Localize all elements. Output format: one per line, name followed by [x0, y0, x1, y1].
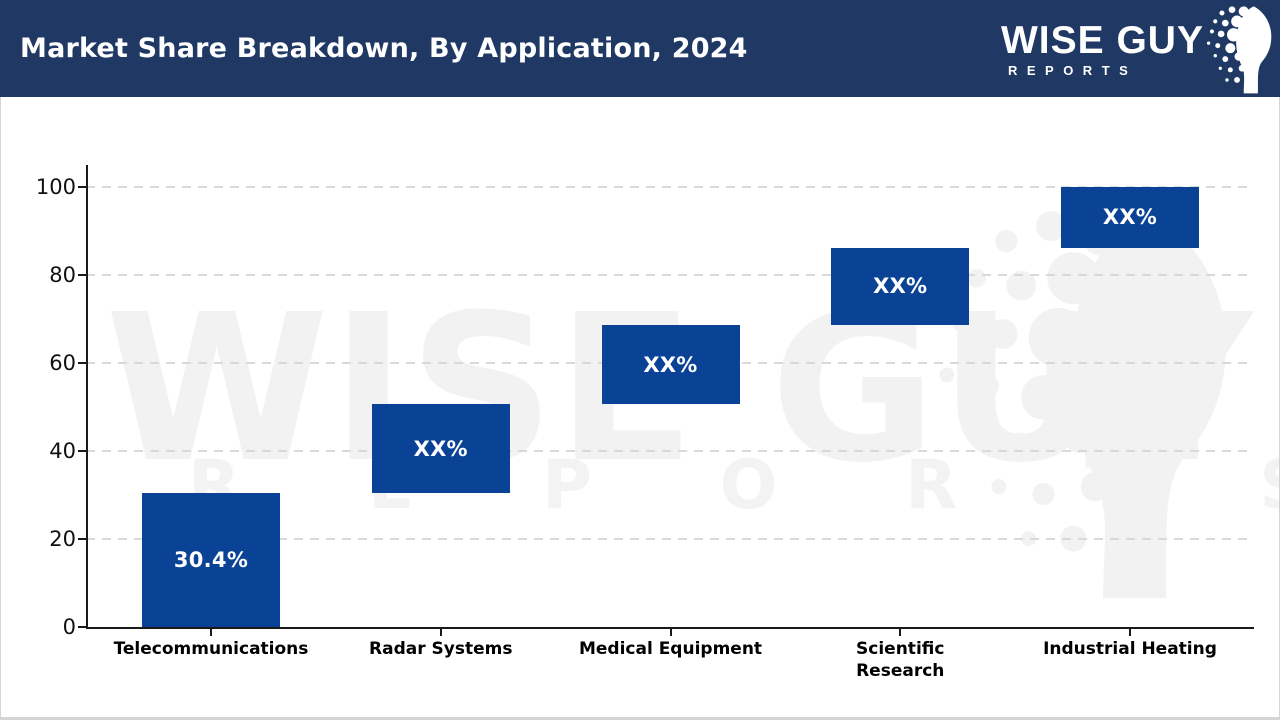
- y-tick-40: [78, 450, 86, 452]
- x-tick-2: [439, 629, 442, 636]
- x-category-label-1: Telecommunications: [113, 639, 309, 659]
- logo-text: WISE GUY REPORTS: [1001, 21, 1204, 77]
- watermark-head-icon: [865, 185, 1237, 617]
- page-title: Market Share Breakdown, By Application, …: [20, 33, 748, 64]
- gridline-80: [86, 274, 1254, 276]
- logo-wordmark: WISE GUY: [1000, 18, 1204, 62]
- bar-value-label-5: XX%: [1102, 205, 1158, 230]
- y-tick-label-80: 80: [49, 263, 76, 287]
- y-tick-label-0: 0: [62, 615, 76, 639]
- y-tick-label-40: 40: [49, 439, 76, 463]
- bar-value-label-2: XX%: [413, 436, 468, 461]
- y-tick-label-60: 60: [49, 351, 76, 375]
- x-axis-line: [86, 627, 1254, 629]
- gridline-40: [86, 450, 1254, 452]
- x-tick-4: [899, 629, 902, 636]
- gridline-20: [86, 538, 1254, 540]
- y-tick-0: [78, 626, 86, 628]
- wiseguy-logo: WISE GUY REPORTS: [1001, 0, 1274, 97]
- bar-value-label-3: XX%: [643, 352, 698, 377]
- x-category-label-4: Scientific Research: [856, 639, 945, 682]
- header-bar: Market Share Breakdown, By Application, …: [0, 0, 1280, 97]
- content-frame: [0, 97, 1280, 720]
- y-tick-label-20: 20: [49, 527, 76, 551]
- x-tick-3: [669, 629, 672, 636]
- y-tick-20: [78, 538, 86, 540]
- x-category-label-2: Radar Systems: [369, 639, 513, 659]
- bar-1: 30.4%: [142, 493, 280, 627]
- y-tick-100: [78, 186, 86, 188]
- x-tick-1: [210, 629, 212, 636]
- y-tick-label-100: 100: [35, 175, 76, 199]
- bar-value-label-4: XX%: [873, 274, 928, 299]
- wiseguy-head-icon: [1190, 3, 1274, 95]
- bar-5: XX%: [1061, 187, 1199, 248]
- x-category-label-3: Medical Equipment: [578, 639, 763, 659]
- gridline-100: [86, 186, 1254, 188]
- bar-4: XX%: [831, 247, 970, 326]
- bar-value-label-1: 30.4%: [173, 548, 249, 573]
- gridline-60: [86, 362, 1254, 364]
- y-axis-line: [86, 165, 88, 629]
- y-tick-80: [78, 274, 86, 276]
- logo-subtitle: REPORTS: [1007, 62, 1138, 78]
- watermark-subtitle: R E P O R T S: [188, 446, 1280, 525]
- bar-2: XX%: [371, 403, 510, 494]
- x-tick-5: [1129, 629, 1131, 636]
- watermark-wordmark: WISE GUY: [105, 271, 1255, 507]
- bar-3: XX%: [601, 325, 740, 404]
- y-tick-60: [78, 362, 86, 364]
- x-category-label-5: Industrial Heating: [1043, 639, 1217, 659]
